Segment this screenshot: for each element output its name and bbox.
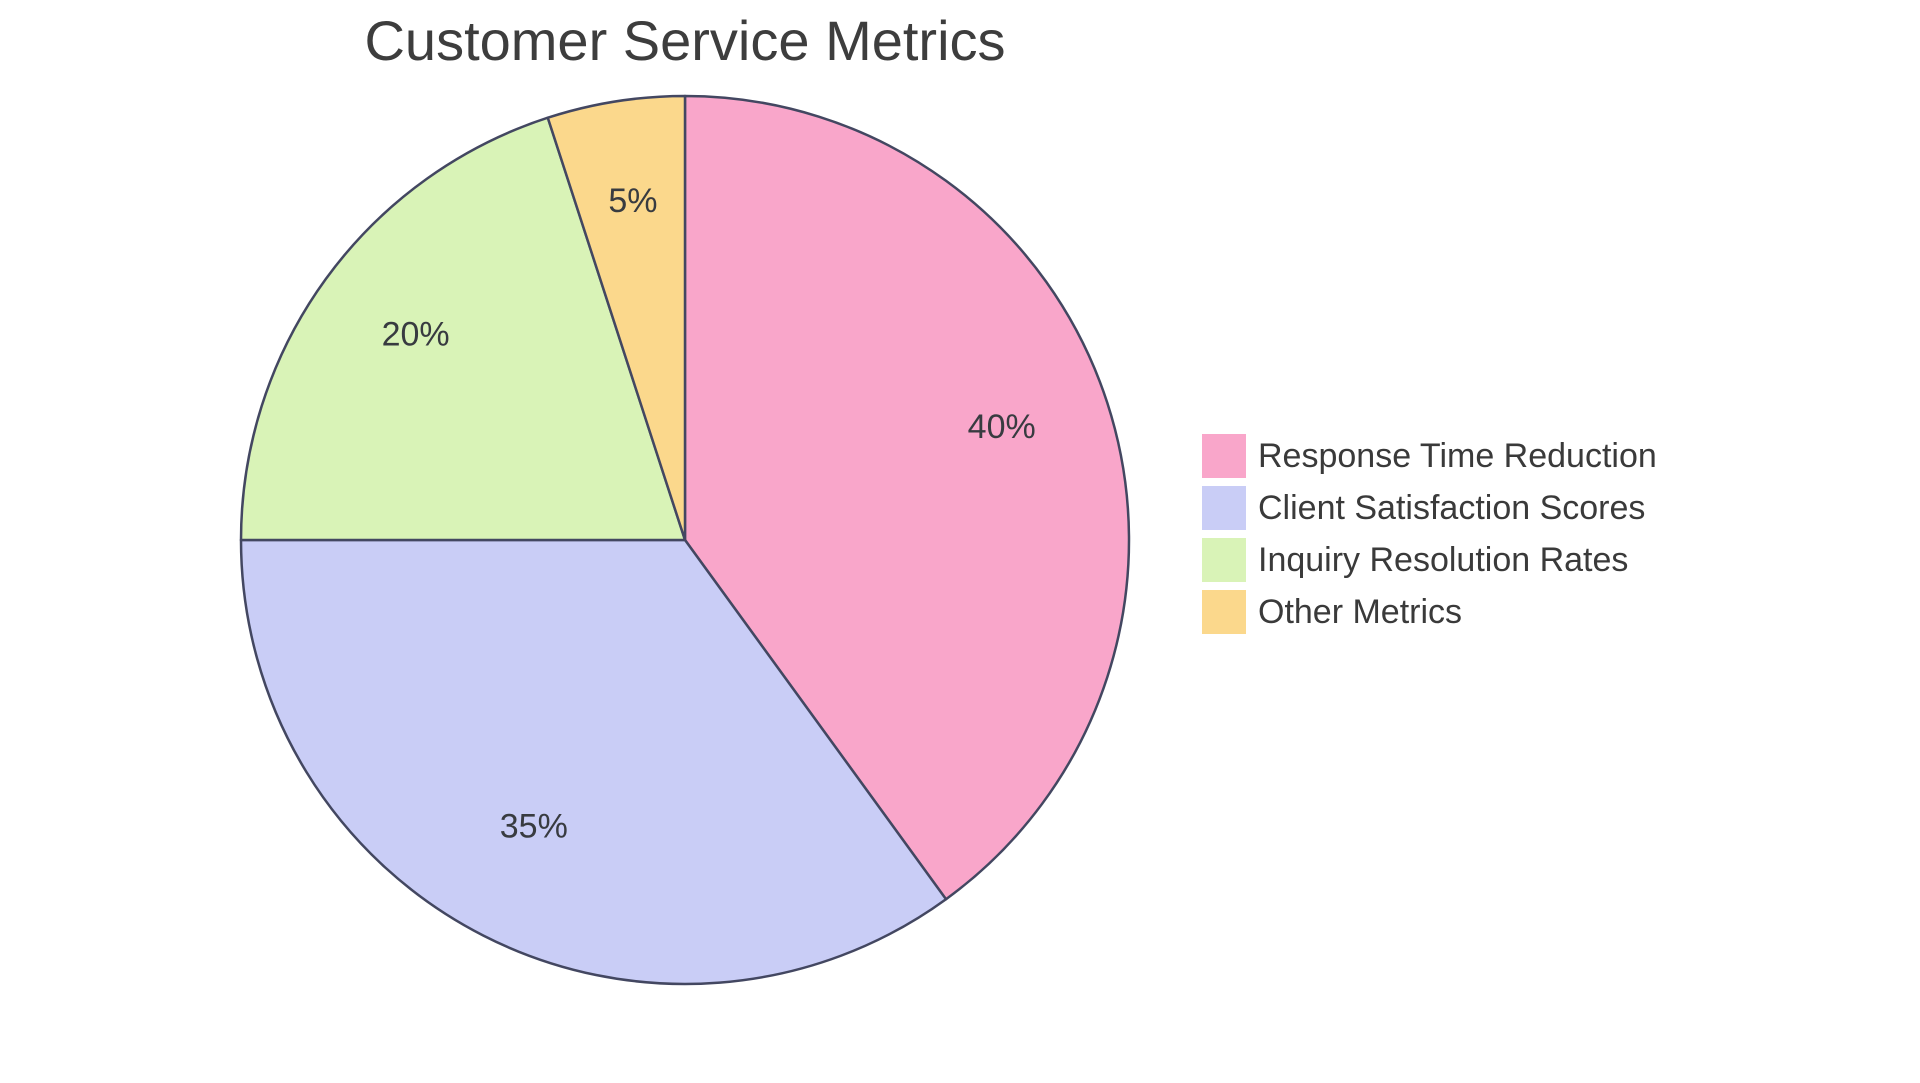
legend-item-label: Response Time Reduction [1258,436,1657,475]
chart-legend: Response Time Reduction Client Satisfacti… [1202,434,1657,642]
pie-slice-inquiry-resolution-rates [239,116,687,542]
legend-item-label: Inquiry Resolution Rates [1258,540,1629,579]
pie-slice-value-label: 20% [382,315,450,353]
legend-item-label: Other Metrics [1258,592,1463,631]
pie-slice-value-label: 5% [608,182,657,220]
legend-swatch [1202,590,1246,634]
pie-slice-other-metrics [546,94,687,542]
legend-swatch [1202,434,1246,478]
legend-item: Inquiry Resolution Rates [1202,538,1657,582]
legend-swatch [1202,486,1246,530]
pie-slice-value-label: 35% [500,808,568,846]
pie-slice-value-label: 40% [968,408,1036,446]
legend-item: Other Metrics [1202,590,1657,634]
legend-swatch [1202,538,1246,582]
chart-title: Customer Service Metrics [364,9,1006,72]
pie-slice-response-time-reduction [683,94,1131,901]
legend-item-label: Client Satisfaction Scores [1258,488,1646,527]
legend-item: Response Time Reduction [1202,434,1657,478]
pie-slice-client-satisfaction-scores [239,538,948,986]
legend-item: Client Satisfaction Scores [1202,486,1657,530]
